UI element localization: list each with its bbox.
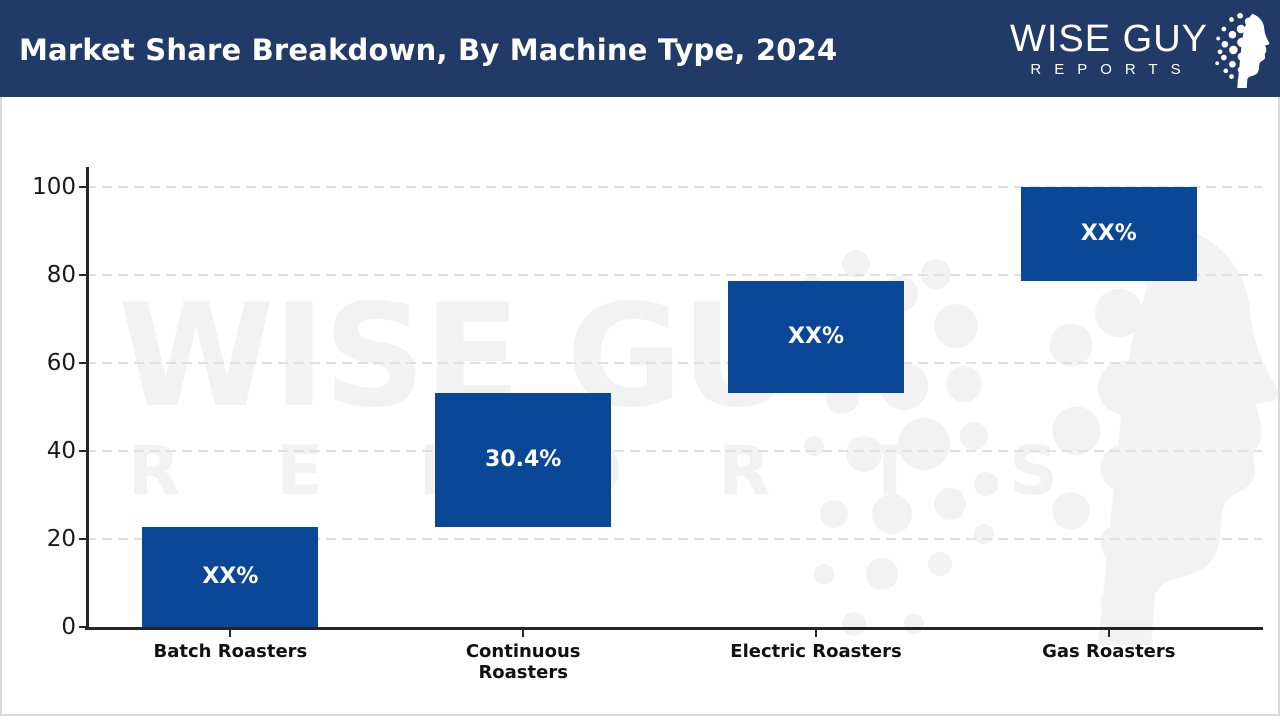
bar-continuous-roasters: 30.4% [435,392,612,527]
wiseguy-logo: WISE GUY REPORTS [1010,6,1272,91]
x-axis-line [85,627,1263,630]
bottom-border-line [0,714,1280,716]
y-axis-tick [79,274,87,276]
y-axis-line [86,167,89,630]
y-axis-tick-label: 0 [61,614,76,640]
left-border-line [0,97,2,716]
gridline [86,538,1262,540]
x-axis-tick [229,630,232,637]
logo-head-icon [1215,12,1270,88]
y-axis-tick-label: 100 [32,174,76,200]
x-axis-category-label-line: Gas Roasters [1042,641,1176,662]
bar-value-label: XX% [202,563,259,589]
header-bar: Market Share Breakdown, By Machine Type,… [0,0,1280,97]
x-axis-tick [1107,630,1110,637]
y-axis-tick [79,538,87,540]
y-axis-tick [79,186,87,188]
bar-electric-roasters: XX% [728,281,904,393]
plot-area: 0 20 40 60 80 100 XX% Batch Roasters 30.4% Contin… [0,97,1280,720]
gridline [86,450,1262,452]
x-axis-category-label-line: Continuous [465,641,581,662]
x-axis-category-label: Gas Roasters [979,641,1239,662]
right-border-line [1278,97,1280,716]
logo-reports-label: REPORTS [1030,60,1194,78]
y-axis-tick-label: 40 [46,438,76,464]
gridline [86,274,1262,276]
logo-wiseguy-label: WISE GUY [1009,17,1208,60]
x-axis-tick [522,630,525,637]
bar-value-label: XX% [788,324,844,350]
y-axis-tick-label: 80 [46,262,76,288]
x-axis-category-label-line: Electric Roasters [730,641,902,662]
y-axis-tick [79,450,87,452]
y-axis-tick [79,362,87,364]
logo-text: WISE GUY REPORTS [1010,19,1208,79]
page-title: Market Share Breakdown, By Machine Type,… [19,33,838,67]
bar-value-label: 30.4% [485,446,562,472]
bar-gas-roasters: XX% [1020,187,1197,282]
y-axis-tick-label: 20 [46,526,76,552]
x-axis-category-label: Continuous Roasters [393,641,653,683]
bar-batch-roasters: XX% [142,526,319,627]
x-axis-category-label: Batch Roasters [100,641,360,662]
gridline [86,362,1262,364]
x-axis-category-label-line: Roasters [478,662,568,683]
gridline [86,186,1262,188]
y-axis-tick [79,626,87,628]
x-axis-tick [815,630,817,637]
x-axis-category-label: Electric Roasters [686,641,946,662]
y-axis-tick-label: 60 [46,350,76,376]
x-axis-category-label-line: Batch Roasters [153,641,308,662]
bar-value-label: XX% [1080,221,1137,246]
